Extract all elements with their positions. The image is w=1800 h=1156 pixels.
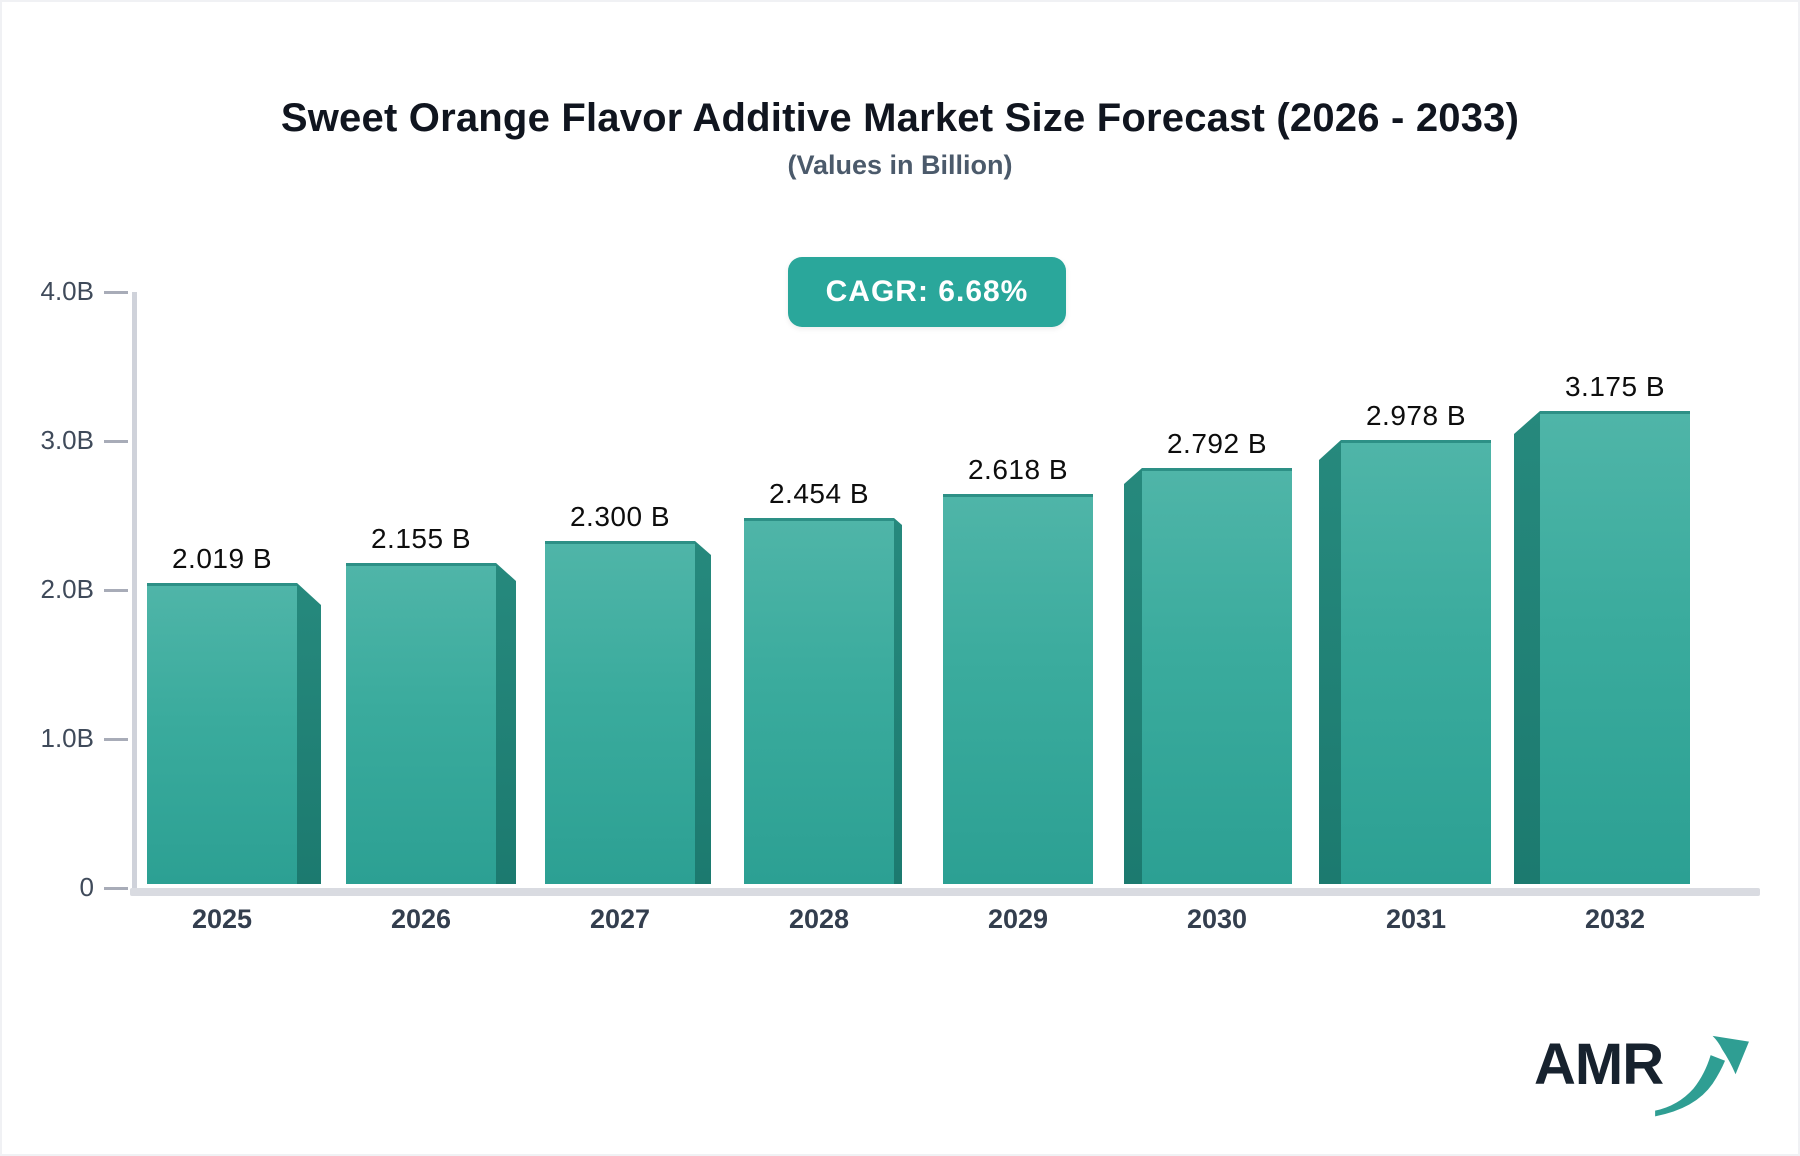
x-axis-label-2028: 2028 — [788, 904, 850, 934]
y-tick-dash — [104, 290, 128, 294]
bar-2030 — [1124, 468, 1292, 884]
y-tick-label: 0 — [79, 872, 94, 902]
bar-value-label: 3.175 B — [1564, 371, 1666, 402]
bar-face — [1142, 468, 1292, 884]
chart-title: Sweet Orange Flavor Additive Market Size… — [280, 96, 1520, 140]
bar-face — [545, 541, 695, 884]
y-tick-dash — [104, 886, 128, 890]
bar-3d-side — [1319, 440, 1341, 884]
bar-2027 — [545, 541, 711, 884]
bar-face — [346, 563, 496, 884]
bar-value-label: 2.019 B — [171, 543, 273, 574]
bar-2031 — [1319, 440, 1491, 884]
bar-face — [147, 583, 297, 884]
bar-2032 — [1514, 411, 1690, 884]
x-axis-label-2027: 2027 — [589, 904, 651, 934]
y-tick-label: 1.0B — [40, 723, 95, 753]
x-axis-label-2029: 2029 — [987, 904, 1049, 934]
bar-face — [1341, 440, 1491, 884]
bar-3d-side — [1124, 468, 1142, 884]
bar-value-label: 2.792 B — [1166, 428, 1268, 459]
x-axis-label-2025: 2025 — [191, 904, 253, 934]
x-axis-label-2032: 2032 — [1584, 904, 1646, 934]
y-tick-label: 2.0B — [40, 574, 95, 604]
cagr-badge: CAGR: 6.68% — [788, 257, 1066, 327]
bar-3d-side — [1514, 411, 1540, 884]
y-tick-dash — [104, 737, 128, 741]
x-axis-line — [130, 888, 1760, 896]
bar-3d-side — [894, 518, 902, 884]
y-tick-label: 3.0B — [40, 425, 95, 455]
bar-value-label: 2.155 B — [370, 523, 472, 554]
bar-3d-side — [695, 541, 711, 884]
bar-2029 — [943, 494, 1093, 884]
x-axis-label-2030: 2030 — [1186, 904, 1248, 934]
y-axis-line — [132, 292, 137, 888]
y-tick-label: 4.0B — [40, 276, 95, 306]
trend-up-arrow-icon — [1655, 1035, 1750, 1117]
bar-2025 — [147, 583, 321, 884]
y-tick-dash — [104, 588, 128, 592]
bar-face — [744, 518, 894, 884]
bar-value-label: 2.300 B — [569, 501, 671, 532]
chart-subtitle: (Values in Billion) — [787, 150, 1013, 180]
bar-2026 — [346, 563, 516, 884]
bar-value-label: 2.978 B — [1365, 400, 1467, 431]
amr-logo: AMR — [1534, 1036, 1751, 1124]
bar-face — [1540, 411, 1690, 884]
bar-face — [943, 494, 1093, 884]
bar-value-label: 2.454 B — [768, 478, 870, 509]
amr-logo-text: AMR — [1534, 1032, 1664, 1097]
cagr-badge-label: CAGR: 6.68% — [825, 275, 1029, 308]
bar-value-label: 2.618 B — [967, 454, 1069, 485]
bar-3d-side — [496, 563, 516, 884]
y-tick-dash — [104, 439, 128, 443]
x-axis-label-2031: 2031 — [1385, 904, 1447, 934]
x-axis-label-2026: 2026 — [390, 904, 452, 934]
bar-3d-side — [297, 583, 321, 884]
bar-2028 — [744, 518, 902, 884]
